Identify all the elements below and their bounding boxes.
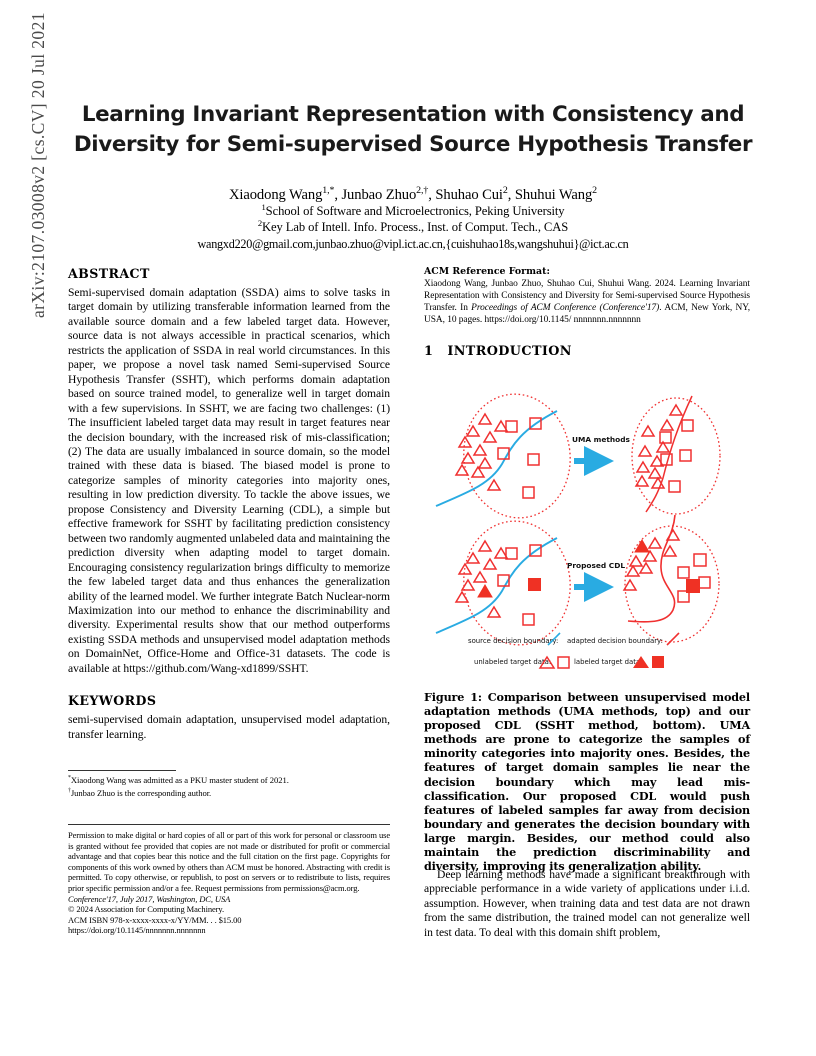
legend-labeled-square-swatch	[652, 656, 664, 668]
uma-methods-label: UMA methods	[572, 435, 631, 444]
right-column: ACM Reference Format: Xiaodong Wang, Jun…	[424, 266, 750, 359]
legend-unlabeled-square-swatch	[557, 656, 570, 669]
proposed-cdl-label: Proposed CDL	[567, 561, 625, 570]
uma-source-cluster	[435, 393, 571, 519]
introduction-label: INTRODUCTION	[447, 343, 572, 359]
acm-reference-body: Xiaodong Wang, Junbao Zhuo, Shuhao Cui, …	[424, 279, 750, 327]
affiliation-2-label: Key Lab of Intell. Info. Process., Inst.…	[262, 219, 569, 234]
keywords-text: semi-supervised domain adaptation, unsup…	[68, 713, 390, 741]
paper-title-line-2: Diversity for Semi-supervised Source Hyp…	[73, 132, 753, 157]
introduction-paragraph: Deep learning methods have made a signif…	[424, 868, 750, 939]
figure-1-svg: UMA methods	[435, 393, 721, 669]
author-emails: wangxd220@gmail.com,junbao.zhuo@vipl.ict…	[197, 237, 629, 251]
legend-adapted-boundary-label: adapted decision boundary:	[567, 637, 663, 645]
acm-ref-part1: Xiaodong Wang, Junbao Zhuo, Shuhao Cui, …	[424, 279, 750, 313]
footnote-dagger: †Junbao Zhuo is the corresponding author…	[68, 787, 212, 798]
affiliation-2: 2Key Lab of Intell. Info. Process., Inst…	[257, 217, 569, 234]
arxiv-stamp: arXiv:2107.03008v2 [cs.CV] 20 Jul 2021	[28, 12, 48, 318]
legend-labeled-triangle-swatch	[633, 656, 649, 668]
acm-ref-part2: . ACM, New York, NY, USA, 10 pages. http…	[424, 302, 750, 325]
labeled-triangle-marker-adapted	[634, 539, 650, 553]
legend-unlabeled-triangle-swatch	[538, 655, 556, 669]
figure-1: UMA methods	[424, 388, 750, 676]
keywords-heading: KEYWORDS	[68, 693, 157, 709]
labeled-triangle-marker	[477, 584, 493, 598]
legend-source-boundary-swatch	[547, 632, 561, 646]
copyright-permission: Permission to make digital or hard copie…	[68, 830, 390, 893]
authors-line: Xiaodong Wang1,*, Junbao Zhuo2,†, Shuhao…	[228, 185, 598, 203]
abstract-heading: ABSTRACT	[68, 266, 150, 281]
footnote-star-label: Xiaodong Wang was admitted as a PKU mast…	[70, 775, 289, 785]
figure-1-caption: Figure 1: Comparison between unsupervise…	[424, 690, 750, 874]
left-column: ABSTRACT Semi-supervised domain adaptati…	[68, 266, 390, 742]
affiliation-1-label: School of Software and Microelectronics,…	[265, 204, 565, 218]
labeled-square-marker	[528, 578, 541, 591]
uma-adapted-cluster	[631, 395, 721, 515]
copyright-isbn: ACM ISBN 978-x-xxxx-xxxx-x/YY/MM. . . $1…	[68, 914, 242, 925]
acm-ref-italic: Proceedings of ACM Conference (Conferenc…	[471, 302, 660, 313]
copyright-line: © 2024 Association for Computing Machine…	[68, 904, 225, 915]
affiliation-1: 1School of Software and Microelectronics…	[261, 201, 565, 218]
legend-adapted-boundary-swatch	[666, 632, 680, 646]
copyright-block: Permission to make digital or hard copie…	[68, 824, 390, 936]
copyright-conference: Conference'17, July 2017, Washington, DC…	[68, 893, 231, 904]
cdl-source-cluster	[435, 520, 571, 646]
copyright-rule	[68, 824, 390, 825]
abstract-text: Semi-supervised domain adaptation (SSDA)…	[68, 286, 390, 675]
legend-unlabeled-label: unlabeled target data:	[474, 658, 551, 666]
introduction-number: 1	[424, 343, 434, 359]
footnote-star: *Xiaodong Wang was admitted as a PKU mas…	[68, 775, 289, 785]
footnote-rule	[68, 770, 176, 771]
copyright-doi: https://doi.org/10.1145/nnnnnnn.nnnnnnn	[68, 925, 206, 936]
figure-legend: source decision boundary: adapted decisi…	[468, 632, 680, 669]
introduction-heading: 1 INTRODUCTION	[424, 344, 750, 359]
cdl-adapted-cluster	[622, 514, 720, 643]
legend-labeled-label: labeled target data:	[574, 658, 642, 666]
acm-reference-heading: ACM Reference Format:	[424, 266, 550, 277]
page-title: Learning Invariant Representation with C…	[68, 100, 758, 160]
footnotes-block: *Xiaodong Wang was admitted as a PKU mas…	[68, 770, 390, 799]
paper-title-line-1: Learning Invariant Representation with C…	[81, 102, 745, 127]
legend-source-boundary-label: source decision boundary:	[468, 637, 558, 645]
labeled-square-marker-adapted	[686, 579, 700, 593]
footnote-dagger-label: Junbao Zhuo is the corresponding author.	[70, 787, 212, 798]
title-block: Learning Invariant Representation with C…	[68, 100, 758, 252]
